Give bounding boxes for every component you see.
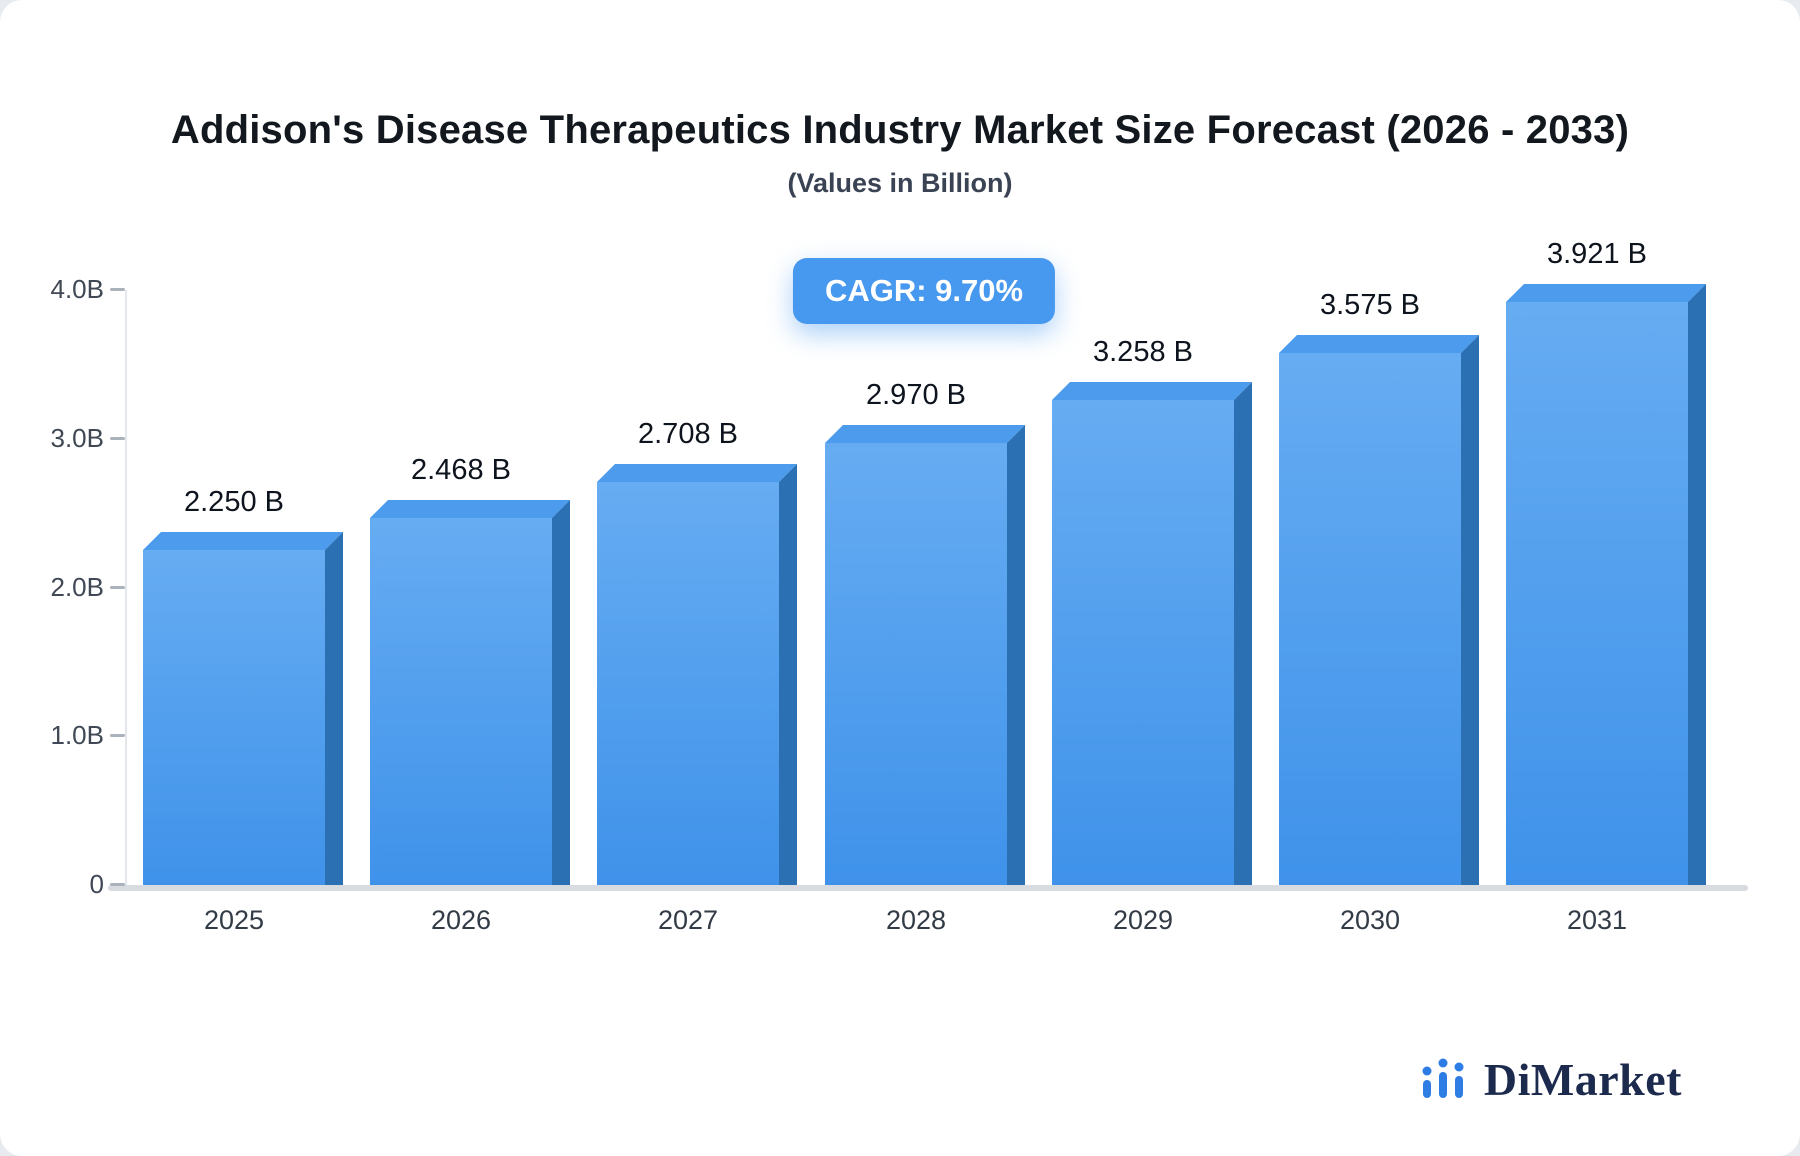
y-axis-tick-mark <box>110 585 125 589</box>
y-axis-line <box>125 290 127 887</box>
y-axis-tick-label: 1.0B <box>50 720 105 751</box>
cagr-badge: CAGR: 9.70% <box>792 258 1056 324</box>
bar-2028 <box>825 425 1025 885</box>
dimarket-logo: DiMarket <box>1419 1053 1682 1106</box>
bar-2031 <box>1506 284 1706 885</box>
y-axis-tick-label: 3.0B <box>50 422 105 453</box>
logo-text: DiMarket <box>1483 1054 1682 1105</box>
x-axis-label: 2029 <box>1112 905 1174 935</box>
chart-title: Addison's Disease Therapeutics Industry … <box>170 108 1630 152</box>
chart-subtitle: (Values in Billion) <box>787 168 1013 198</box>
y-axis-tick-label: 0 <box>89 869 104 899</box>
bar-2027 <box>597 464 797 885</box>
bar-value-label: 2.250 B <box>184 486 284 518</box>
x-axis-baseline <box>108 885 1748 891</box>
x-axis-label: 2030 <box>1339 905 1401 935</box>
bar-2025 <box>143 532 343 885</box>
bar-value-label: 3.258 B <box>1093 336 1193 368</box>
y-axis-tick-label: 2.0B <box>50 571 105 602</box>
y-axis-tick-mark <box>110 288 125 291</box>
y-axis-tick-mark <box>110 734 125 738</box>
x-axis-label: 2025 <box>203 905 265 935</box>
bar-2030 <box>1279 335 1479 885</box>
y-axis-tick-mark <box>110 883 125 886</box>
x-axis-label: 2027 <box>657 905 719 935</box>
bar-value-label: 2.708 B <box>638 418 738 450</box>
bar-value-label: 2.468 B <box>411 454 511 486</box>
bar-chart-dots-icon <box>1419 1054 1471 1105</box>
x-axis-label: 2026 <box>430 905 492 935</box>
bar-2029 <box>1052 382 1252 885</box>
bar-value-label: 3.921 B <box>1547 238 1647 270</box>
y-axis-tick-mark <box>110 436 125 440</box>
y-axis-tick-label: 4.0B <box>50 274 105 304</box>
bar-value-label: 2.970 B <box>866 379 966 411</box>
bar-value-label: 3.575 B <box>1320 289 1420 321</box>
x-axis-label: 2028 <box>885 905 947 935</box>
bar-2026 <box>370 500 570 885</box>
x-axis-label: 2031 <box>1566 905 1628 935</box>
